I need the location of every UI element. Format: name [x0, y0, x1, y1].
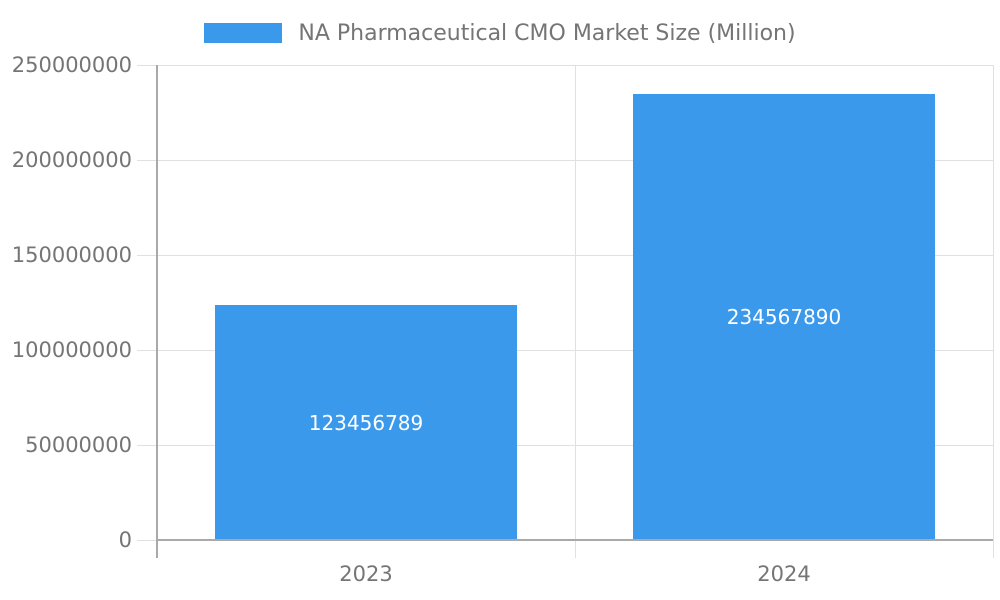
x-axis-category-label: 2023	[339, 562, 393, 586]
legend-swatch	[204, 23, 283, 43]
y-axis-tick	[137, 539, 157, 541]
y-axis-tick-label: 100000000	[11, 338, 132, 362]
x-axis-line	[157, 539, 993, 541]
y-axis-tick-label: 250000000	[11, 53, 132, 77]
gridline-vertical	[574, 65, 576, 540]
gridline-horizontal	[137, 64, 993, 66]
gridline-horizontal	[137, 159, 993, 161]
y-axis-tick-label: 0	[118, 528, 132, 552]
y-axis-tick-label: 50000000	[25, 433, 132, 457]
bar-value-label: 234567890	[726, 305, 842, 330]
y-axis-tick-label: 150000000	[11, 243, 132, 267]
gridline-horizontal	[137, 254, 993, 256]
y-axis-line	[156, 65, 158, 558]
x-axis-tick	[574, 540, 576, 558]
y-axis-tick-label: 200000000	[11, 148, 132, 172]
bar-2024[interactable]	[633, 94, 935, 539]
bar-2023[interactable]	[215, 305, 517, 539]
gridline-horizontal	[137, 444, 993, 446]
x-axis-tick	[992, 540, 994, 558]
x-axis-category-label: 2024	[757, 562, 811, 586]
gridline-horizontal	[137, 349, 993, 351]
legend-title: NA Pharmaceutical CMO Market Size (Milli…	[298, 20, 796, 46]
bar-value-label: 123456789	[308, 410, 424, 435]
gridline-vertical	[992, 65, 994, 540]
chart-legend[interactable]: NA Pharmaceutical CMO Market Size (Milli…	[0, 17, 1000, 49]
